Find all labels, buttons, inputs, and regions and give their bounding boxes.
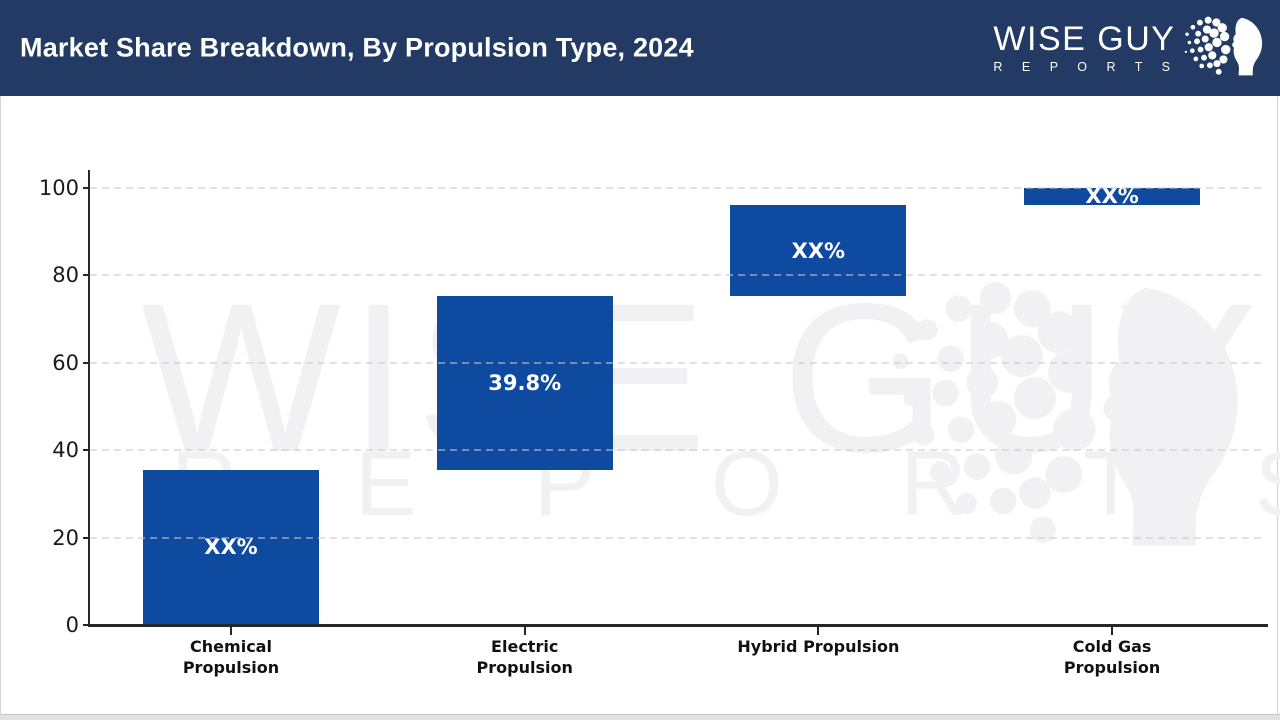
bar-value-label-electric-propulsion: 39.8%: [488, 370, 562, 395]
bar-value-label-chemical-propulsion: XX%: [204, 535, 258, 560]
logo-subtitle: R E P O R T S: [993, 60, 1178, 75]
category-label-electric-propulsion: Electric Propulsion: [476, 637, 573, 677]
category-label-cold-gas-propulsion: Cold Gas Propulsion: [1063, 637, 1161, 677]
y-axis-line: [88, 170, 90, 627]
y-tick-mark-60: [83, 361, 90, 364]
y-tick-mark-80: [83, 274, 90, 276]
y-tick-mark-20: [83, 536, 90, 539]
gridline-20: [90, 536, 1264, 539]
y-tick-mark-0: [83, 624, 90, 626]
page-title: Market Share Breakdown, By Propulsion Ty…: [20, 32, 694, 63]
y-tick-label-80: 80: [52, 263, 79, 287]
bar-chemical-propulsion: XX%: [143, 469, 319, 625]
bar-hybrid-propulsion: XX%: [730, 205, 907, 296]
x-tick-mark-hybrid-propulsion: [817, 627, 820, 635]
plot: 0 20 40 60 80 100 XX% Chemical Propulsion 39.8% E…: [1, 96, 1277, 720]
bar-cold-gas-propulsion: XX%: [1024, 184, 1201, 208]
gridline-60: [90, 361, 1264, 364]
bar-electric-propulsion: 39.8%: [436, 295, 613, 470]
wise-guy-reports-logo: WISE GUY R E P O R T S: [993, 4, 1268, 92]
category-label-hybrid-propulsion: Hybrid Propulsion: [737, 637, 900, 656]
logo-text: WISE GUY R E P O R T S: [993, 22, 1178, 74]
gridline-40: [90, 449, 1264, 451]
logo-wordmark: WISE GUY: [993, 20, 1176, 59]
y-tick-mark-100: [83, 186, 90, 189]
y-tick-label-60: 60: [52, 350, 79, 375]
header-bar: Market Share Breakdown, By Propulsion Ty…: [0, 0, 1280, 96]
y-tick-label-0: 0: [65, 613, 79, 637]
footer-strip: [0, 714, 1280, 720]
head-profile-icon: [1180, 5, 1268, 91]
y-tick-mark-40: [83, 449, 90, 451]
y-tick-label-20: 20: [52, 525, 79, 550]
category-label-chemical-propulsion: Chemical Propulsion: [182, 637, 280, 677]
chart-area: WISE GUY R E P O R T S 0 20 40 60 80 100 XX% Ch: [0, 96, 1280, 720]
x-tick-mark-chemical-propulsion: [230, 627, 232, 635]
x-tick-mark-cold-gas-propulsion: [1111, 627, 1114, 635]
bar-value-label-hybrid-propulsion: XX%: [791, 238, 846, 263]
x-axis-line: [88, 624, 1268, 627]
y-tick-label-40: 40: [52, 438, 79, 462]
watermark-head-icon: [869, 224, 1264, 608]
gridline-100: [90, 186, 1264, 189]
y-tick-label-100: 100: [38, 175, 79, 200]
gridline-80: [90, 274, 1264, 276]
x-tick-mark-electric-propulsion: [523, 627, 526, 635]
